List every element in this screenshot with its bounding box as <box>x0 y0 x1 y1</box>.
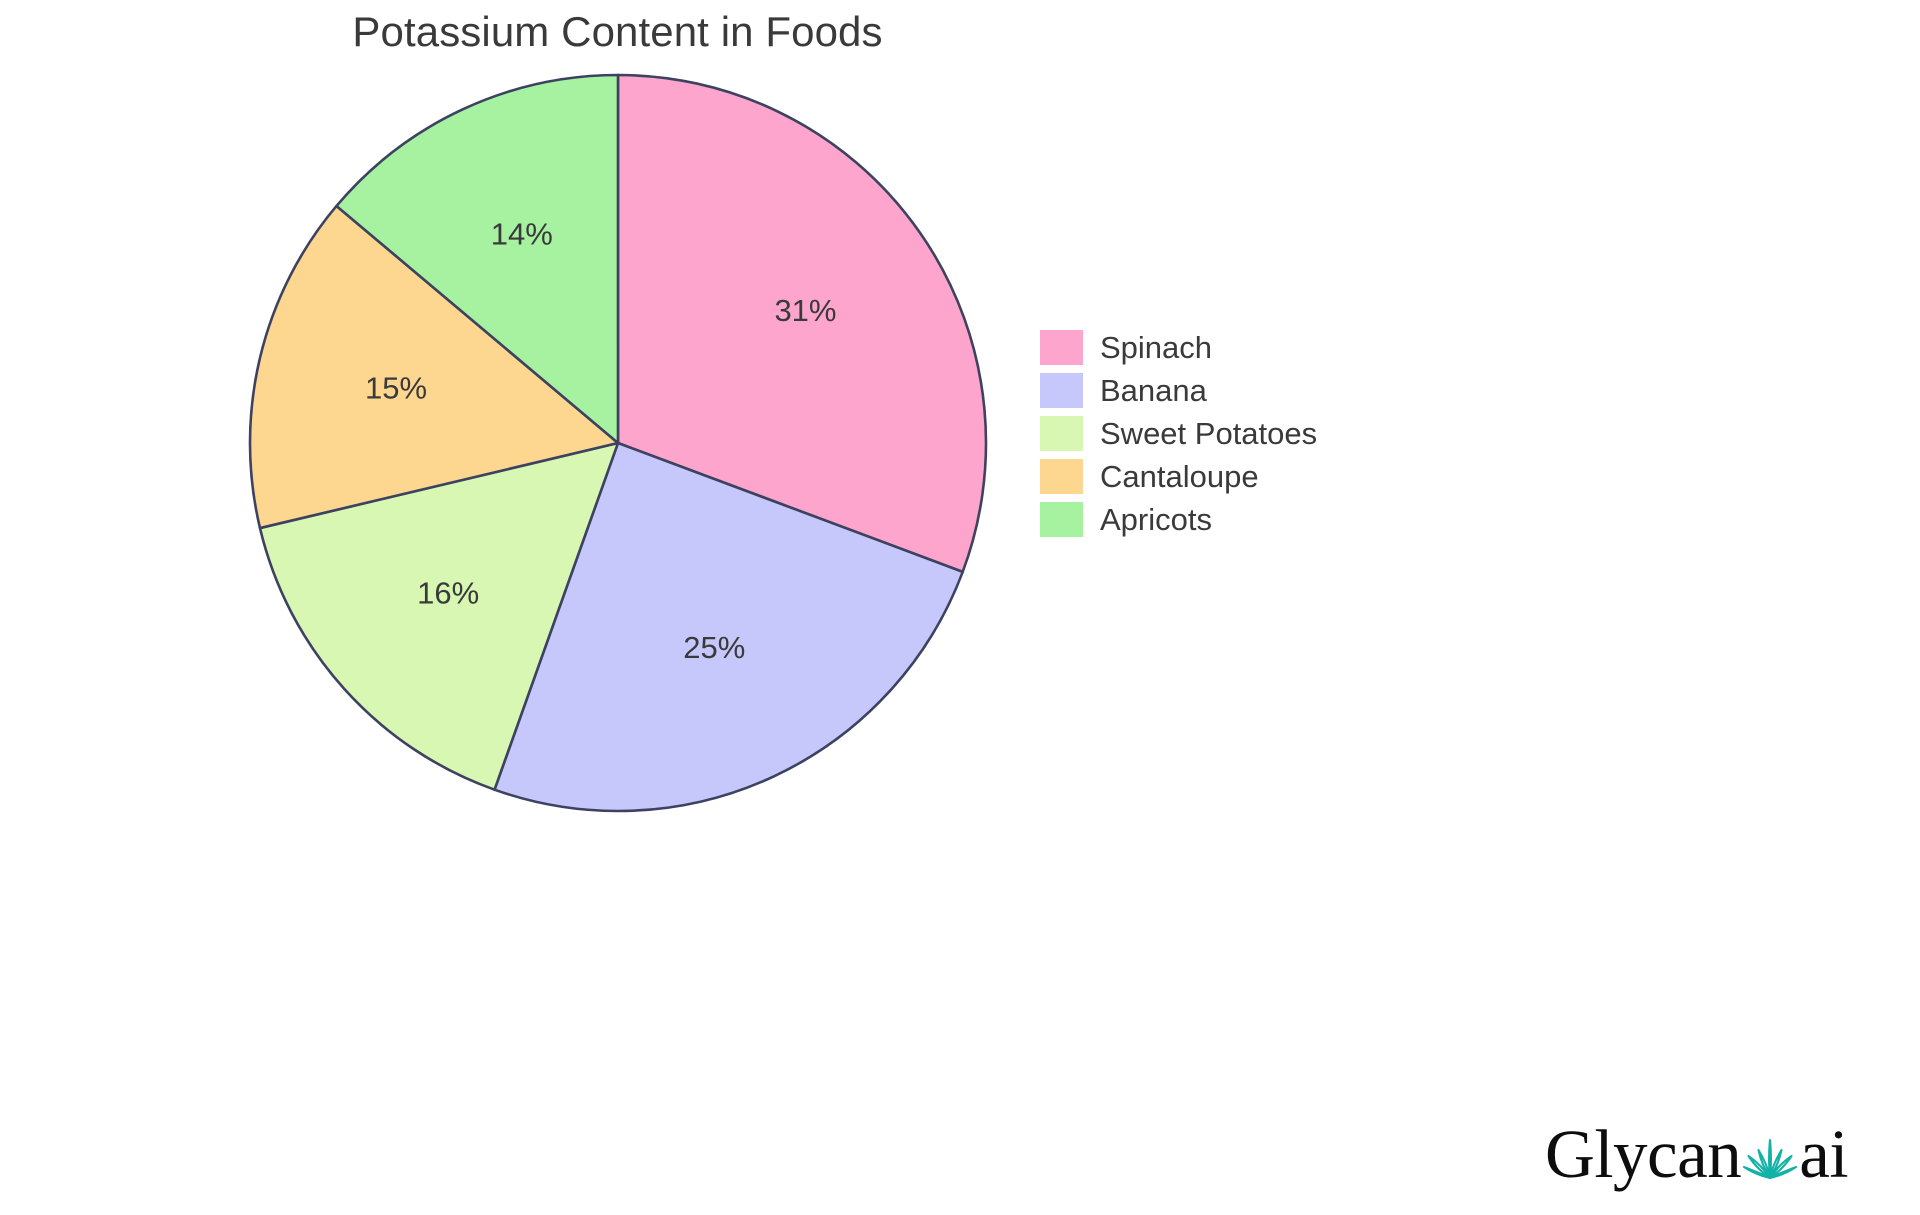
legend-item-label: Banana <box>1100 373 1207 408</box>
legend-item[interactable]: Spinach <box>1040 330 1317 365</box>
watermark-text-ai: ai <box>1799 1115 1849 1192</box>
legend-color-swatch <box>1040 416 1083 451</box>
pie-slice-percent-label: 16% <box>417 576 479 611</box>
glycan-ai-watermark: Glycan ai <box>1545 1115 1849 1192</box>
pie-slice-percent-label: 31% <box>774 293 836 328</box>
pie-slice[interactable] <box>616 73 988 574</box>
pie-slice[interactable] <box>493 441 965 813</box>
pie-slice-percent-label: 14% <box>491 216 553 251</box>
chart-legend: Spinach Banana Sweet Potatoes Cantaloupe Apr… <box>1040 330 1317 537</box>
legend-color-swatch <box>1040 502 1083 537</box>
legend-item-label: Cantaloupe <box>1100 459 1259 494</box>
pie-slice-percent-label: 15% <box>365 370 427 405</box>
pie-slice[interactable] <box>335 73 620 445</box>
watermark-text-glycan: Glycan <box>1545 1115 1742 1192</box>
legend-item[interactable]: Sweet Potatoes <box>1040 416 1317 451</box>
legend-item-label: Apricots <box>1100 502 1212 537</box>
pie-svg: 31% 25% 16% 15% 14% <box>248 73 988 813</box>
legend-color-swatch <box>1040 459 1083 494</box>
legend-item[interactable]: Apricots <box>1040 502 1317 537</box>
pie-slice[interactable] <box>258 441 620 791</box>
legend-color-swatch <box>1040 373 1083 408</box>
chart-title: Potassium Content in Foods <box>352 8 883 55</box>
legend-item-label: Sweet Potatoes <box>1100 416 1318 451</box>
legend-item-label: Spinach <box>1100 330 1213 365</box>
legend-item[interactable]: Cantaloupe <box>1040 459 1317 494</box>
agave-leaf-icon <box>1742 1134 1798 1182</box>
pie-slice-percent-label: 25% <box>683 630 745 665</box>
legend-color-swatch <box>1040 330 1083 365</box>
pie-chart-area: 31% 25% 16% 15% 14% <box>247 72 989 814</box>
pie-label-group: 31% 25% 16% 15% 14% <box>365 216 836 665</box>
legend-item[interactable]: Banana <box>1040 373 1317 408</box>
pie-slice-group <box>248 73 988 813</box>
pie-slice[interactable] <box>248 204 620 530</box>
